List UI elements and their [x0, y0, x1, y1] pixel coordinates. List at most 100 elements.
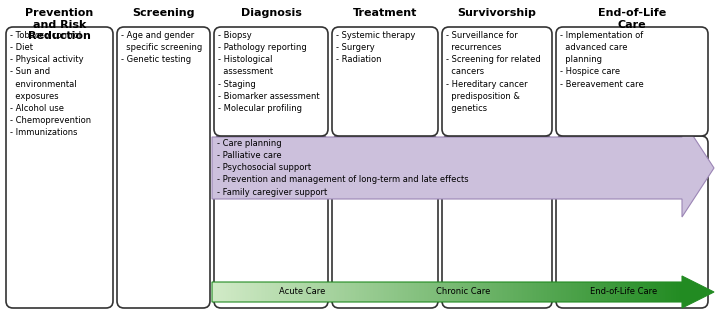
Bar [323, 282, 326, 302]
Bar [539, 282, 542, 302]
Bar [606, 282, 609, 302]
Bar [239, 282, 241, 302]
Bar [352, 282, 354, 302]
Bar [438, 282, 440, 302]
Text: - Implementation of
  advanced care
  planning
- Hospice care
- Bereavement care: - Implementation of advanced care planni… [560, 31, 644, 88]
Bar [411, 282, 413, 302]
FancyBboxPatch shape [117, 27, 210, 308]
FancyBboxPatch shape [6, 27, 113, 308]
Bar [369, 282, 371, 302]
Bar [495, 282, 497, 302]
Bar [549, 282, 551, 302]
Bar [353, 282, 355, 302]
Bar [279, 282, 282, 302]
FancyBboxPatch shape [442, 136, 552, 308]
Bar [552, 282, 554, 302]
Bar [347, 282, 349, 302]
Bar [511, 282, 513, 302]
Bar [614, 282, 617, 302]
Bar [416, 282, 418, 302]
Bar [367, 282, 369, 302]
Bar [480, 282, 482, 302]
Bar [479, 282, 481, 302]
Bar [453, 282, 456, 302]
Bar [380, 282, 382, 302]
Bar [306, 282, 308, 302]
Bar [674, 282, 677, 302]
Bar [383, 282, 385, 302]
Bar [300, 282, 302, 302]
Bar [630, 282, 632, 302]
Bar [364, 282, 366, 302]
Bar [652, 282, 654, 302]
Bar [264, 282, 266, 302]
Bar [508, 282, 510, 302]
Bar [229, 282, 231, 302]
Bar [414, 282, 417, 302]
Bar [281, 282, 283, 302]
Bar [361, 282, 363, 302]
Bar [389, 282, 391, 302]
Bar [425, 282, 427, 302]
Bar [331, 282, 334, 302]
Bar [399, 282, 401, 302]
Bar [514, 282, 516, 302]
Bar [234, 282, 236, 302]
Bar [240, 282, 243, 302]
Bar [575, 282, 578, 302]
Bar [497, 282, 500, 302]
Bar [654, 282, 656, 302]
Bar [616, 282, 618, 302]
Text: Treatment: Treatment [353, 8, 417, 18]
Bar [466, 282, 468, 302]
Bar [452, 282, 454, 302]
Bar [601, 282, 603, 302]
Bar [222, 282, 224, 302]
Bar [256, 282, 258, 302]
Bar [643, 282, 645, 302]
Bar [679, 282, 681, 302]
Bar [632, 282, 634, 302]
Bar [666, 282, 669, 302]
Bar [391, 282, 393, 302]
Bar [494, 282, 496, 302]
Bar [360, 282, 362, 302]
Bar [657, 282, 659, 302]
Bar [613, 282, 615, 302]
Bar [376, 282, 378, 302]
Bar [680, 282, 682, 302]
Bar [313, 282, 315, 302]
Bar [326, 282, 329, 302]
Bar [472, 282, 474, 302]
Text: Survivorship: Survivorship [458, 8, 536, 18]
Bar [337, 282, 339, 302]
Bar [320, 282, 322, 302]
Bar [274, 282, 277, 302]
Bar [447, 282, 449, 302]
Bar [563, 282, 565, 302]
Bar [271, 282, 274, 302]
Bar [325, 282, 327, 302]
Bar [403, 282, 405, 302]
FancyBboxPatch shape [556, 27, 708, 136]
Bar [578, 282, 580, 302]
Bar [412, 282, 414, 302]
Bar [510, 282, 512, 302]
Bar [456, 282, 458, 302]
Bar [292, 282, 294, 302]
Bar [303, 282, 305, 302]
Bar [246, 282, 248, 302]
Bar [521, 282, 523, 302]
Bar [664, 282, 666, 302]
Bar [401, 282, 404, 302]
Bar [336, 282, 338, 302]
Bar [309, 282, 311, 302]
Bar [602, 282, 604, 302]
FancyBboxPatch shape [214, 27, 328, 136]
Bar [676, 282, 678, 302]
Bar [523, 282, 526, 302]
Bar [673, 282, 675, 302]
FancyBboxPatch shape [332, 27, 438, 136]
Bar [298, 282, 300, 302]
Bar [625, 282, 627, 302]
